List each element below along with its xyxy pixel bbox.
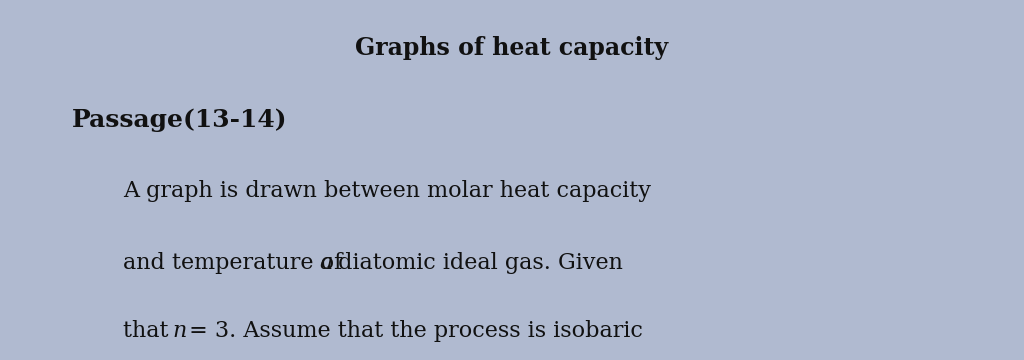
- Text: and temperature of: and temperature of: [123, 252, 349, 274]
- Text: a: a: [319, 252, 333, 274]
- Text: n: n: [172, 320, 186, 342]
- Text: that: that: [123, 320, 182, 342]
- Text: A graph is drawn between molar heat capacity: A graph is drawn between molar heat capa…: [123, 180, 651, 202]
- Text: Passage(13-14): Passage(13-14): [72, 108, 287, 132]
- Text: Graphs of heat capacity: Graphs of heat capacity: [355, 36, 669, 60]
- Text: = 3. Assume that the process is isobaric: = 3. Assume that the process is isobaric: [182, 320, 643, 342]
- Text: diatomic ideal gas. Given: diatomic ideal gas. Given: [331, 252, 623, 274]
